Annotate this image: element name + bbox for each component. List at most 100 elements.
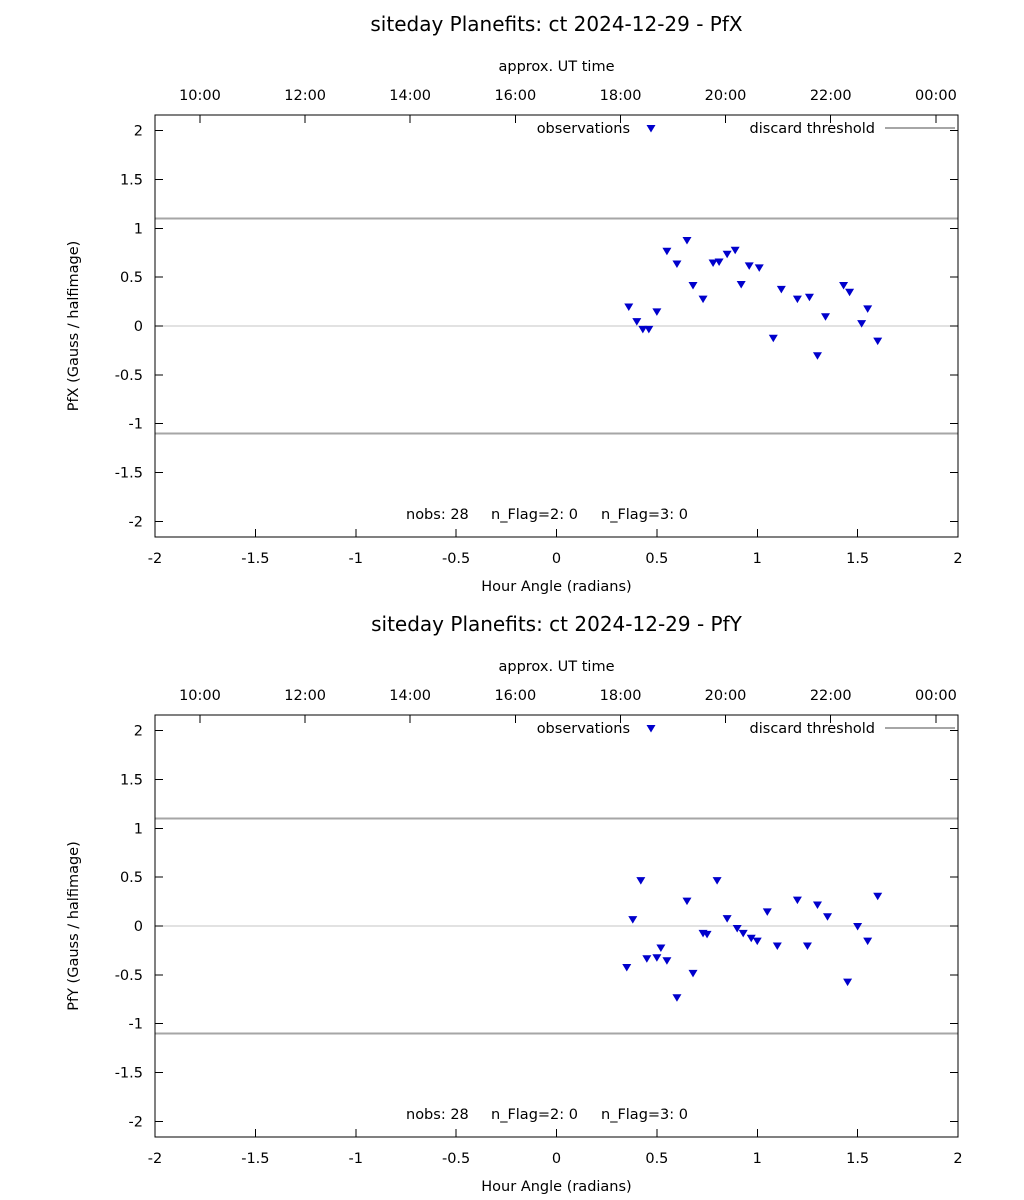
observation-point	[821, 313, 831, 321]
x-tick-label: -0.5	[442, 1151, 470, 1167]
x-tick-label: -2	[148, 551, 162, 567]
y-tick-label: 1	[134, 821, 143, 837]
observation-point	[662, 247, 672, 256]
observation-point	[708, 259, 718, 268]
annotation-part: n_Flag=3: 0	[601, 1107, 688, 1123]
observation-point	[839, 281, 849, 290]
observation-point	[812, 901, 822, 910]
observation-point	[714, 258, 724, 267]
observation-point	[644, 325, 654, 334]
y-tick-label: -2	[129, 514, 143, 530]
observation-point	[776, 285, 786, 294]
observation-point	[863, 937, 873, 946]
ut-tick-label: 12:00	[284, 88, 326, 104]
observation-point	[823, 913, 833, 921]
ut-tick-label: 16:00	[494, 688, 536, 704]
x-tick-label: 1	[753, 1151, 762, 1167]
ut-tick-label: 00:00	[915, 688, 957, 704]
observation-point	[762, 908, 772, 916]
chart-title: siteday Planefits: ct 2024-12-29 - PfX	[370, 12, 743, 36]
y-tick-label: 1.5	[120, 172, 143, 188]
y-tick-label: 0	[134, 319, 143, 335]
observation-point	[712, 877, 722, 885]
x-tick-label: 2	[953, 1151, 962, 1167]
ut-tick-label: 10:00	[179, 88, 221, 104]
x-tick-label: -0.5	[442, 551, 470, 567]
observation-point	[642, 955, 652, 963]
ut-tick-label: 14:00	[389, 88, 431, 104]
y-tick-label: 2	[134, 124, 143, 140]
y-tick-label: -1	[129, 1017, 143, 1033]
observation-point	[746, 934, 756, 943]
observation-point	[754, 264, 764, 272]
legend-observations-label: observations	[537, 721, 630, 737]
ut-tick-label: 12:00	[284, 688, 326, 704]
ut-tick-label: 10:00	[179, 688, 221, 704]
annotation-part: n_Flag=3: 0	[601, 507, 688, 523]
observation-point	[812, 352, 822, 360]
observation-point	[792, 295, 802, 304]
y-tick-label: -0.5	[115, 968, 143, 984]
observation-point	[873, 892, 883, 901]
observation-point	[792, 896, 802, 905]
legend-observations-marker	[646, 125, 656, 133]
x-tick-label: 0.5	[645, 551, 668, 567]
observation-point	[688, 281, 698, 290]
observation-point	[843, 978, 853, 987]
x-tick-label: -1	[349, 1151, 363, 1167]
ut-axis-label: approx. UT time	[499, 659, 615, 675]
annotation-part: n_Flag=2: 0	[491, 507, 578, 523]
x-tick-label: 1.5	[846, 551, 869, 567]
y-tick-label: -1.5	[115, 1066, 143, 1082]
ut-tick-label: 22:00	[810, 688, 852, 704]
annotation-part: n_Flag=2: 0	[491, 1107, 578, 1123]
observation-point	[772, 942, 782, 951]
observation-point	[662, 957, 672, 965]
y-tick-label: 2	[134, 724, 143, 740]
ut-tick-label: 18:00	[600, 688, 642, 704]
y-axis-label: PfX (Gauss / halfimage)	[66, 241, 82, 412]
y-tick-label: 0.5	[120, 270, 143, 286]
ut-axis-label: approx. UT time	[499, 59, 615, 75]
observation-point	[738, 929, 748, 938]
observation-point	[722, 250, 732, 259]
observation-point	[702, 930, 712, 939]
ut-tick-label: 22:00	[810, 88, 852, 104]
observation-point	[752, 937, 762, 946]
x-tick-label: -1	[349, 551, 363, 567]
y-tick-label: 0	[134, 919, 143, 935]
x-tick-label: 0	[552, 551, 561, 567]
observation-point	[722, 915, 732, 923]
observation-point	[636, 877, 646, 885]
y-tick-label: -1.5	[115, 466, 143, 482]
x-axis-label: Hour Angle (radians)	[481, 579, 631, 595]
ut-tick-label: 20:00	[705, 688, 747, 704]
y-tick-label: -2	[129, 1114, 143, 1130]
observation-point	[857, 320, 867, 328]
observation-point	[628, 916, 638, 924]
x-tick-label: 0	[552, 1151, 561, 1167]
pfx-chart: siteday Planefits: ct 2024-12-29 - PfX ap…	[66, 12, 963, 595]
observation-point	[656, 944, 666, 952]
y-tick-label: 0.5	[120, 870, 143, 886]
y-tick-label: -0.5	[115, 368, 143, 384]
x-tick-label: 2	[953, 551, 962, 567]
observation-point	[732, 924, 742, 933]
observation-point	[682, 897, 692, 906]
observation-point	[672, 994, 682, 1002]
observation-point	[638, 325, 648, 334]
observation-point	[682, 237, 692, 245]
y-tick-label: -1	[129, 417, 143, 433]
observation-point	[622, 964, 632, 972]
ut-tick-label: 00:00	[915, 88, 957, 104]
legend-threshold-label: discard threshold	[750, 121, 875, 137]
observation-point	[744, 262, 754, 270]
x-tick-label: -2	[148, 1151, 162, 1167]
legend-observations-label: observations	[537, 121, 630, 137]
observation-point	[652, 308, 662, 316]
observation-point	[845, 288, 855, 297]
observation-point	[768, 334, 778, 343]
observation-point	[873, 337, 883, 346]
pfy-chart: siteday Planefits: ct 2024-12-29 - PfY ap…	[66, 612, 963, 1195]
observation-point	[730, 246, 740, 255]
